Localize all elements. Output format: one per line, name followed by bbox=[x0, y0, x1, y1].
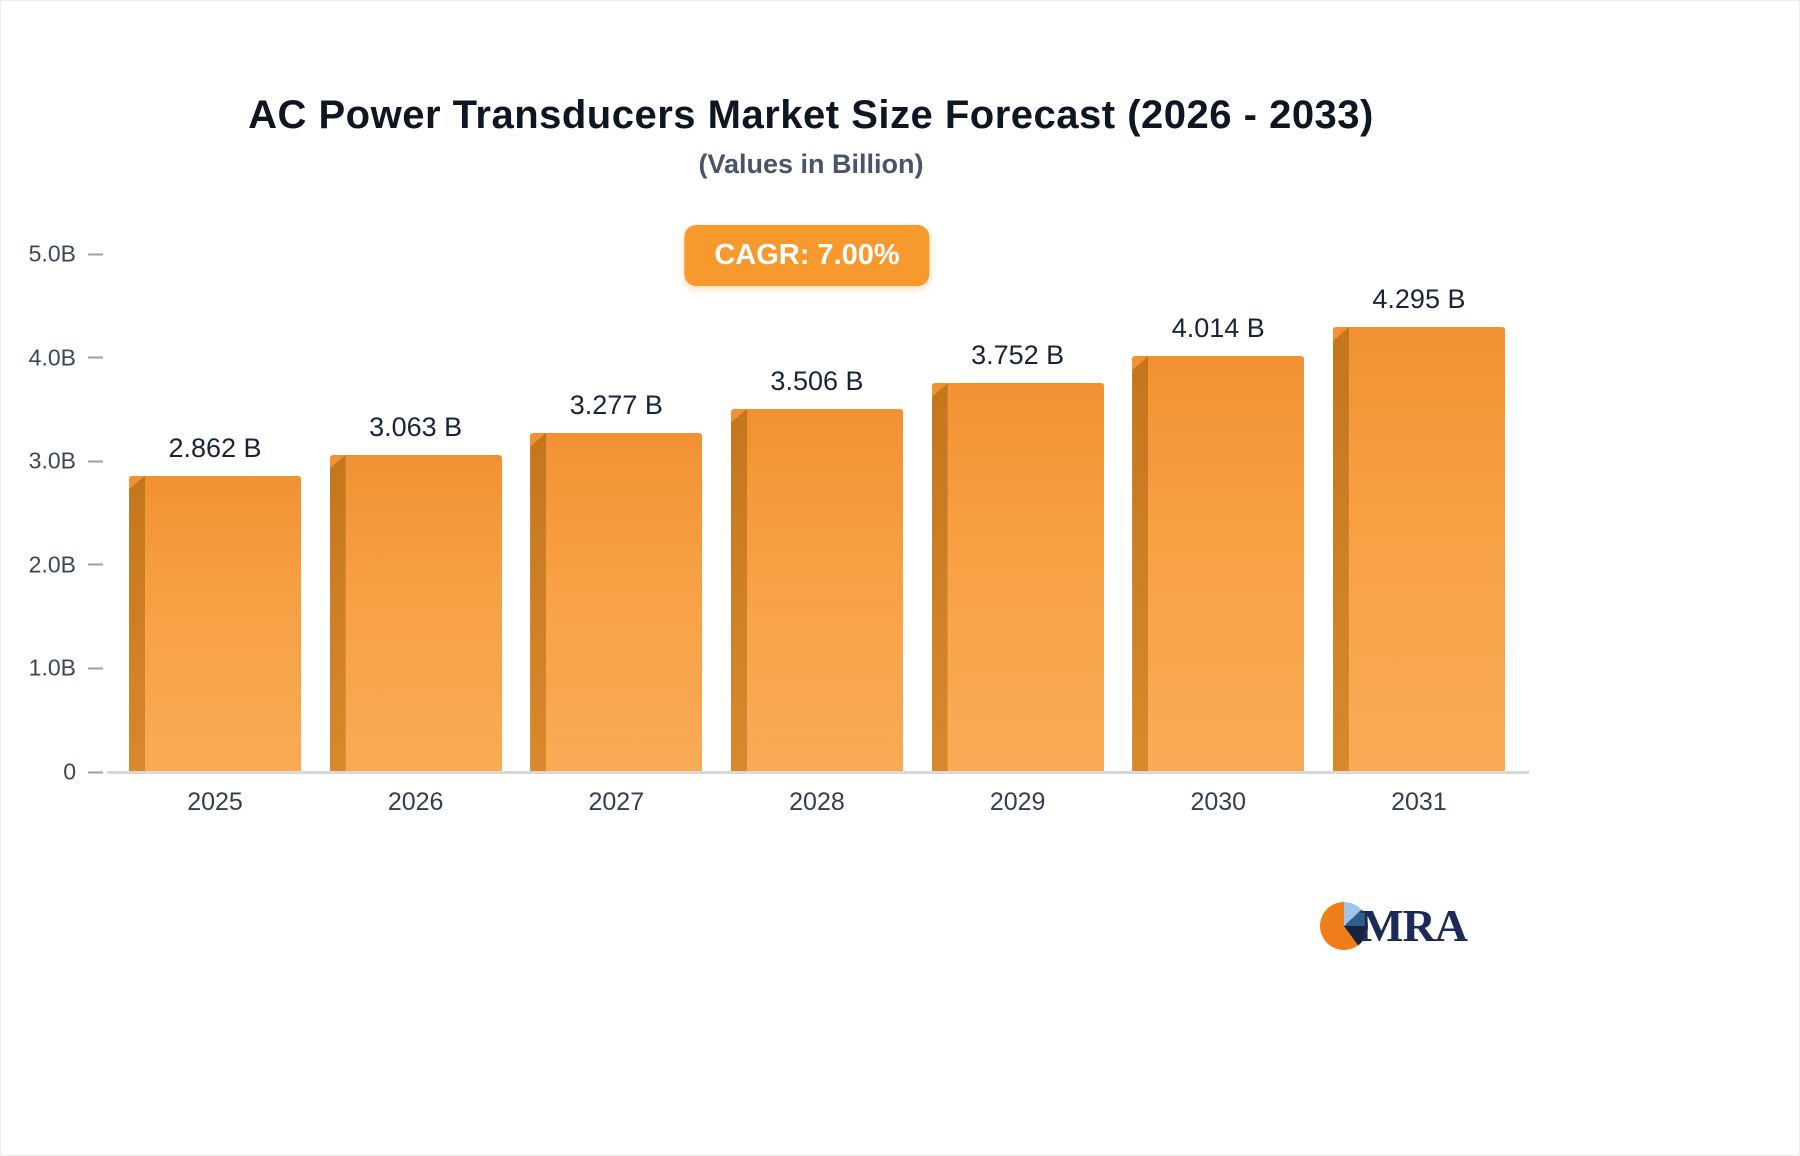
bar-group: 4.014 B 2030 bbox=[1132, 254, 1305, 816]
y-axis-tick-mark bbox=[88, 771, 103, 773]
chart-title: AC Power Transducers Market Size Forecas… bbox=[248, 93, 1374, 137]
bar bbox=[530, 432, 703, 772]
logo-pie-icon bbox=[1320, 901, 1369, 950]
x-axis-category-label: 2027 bbox=[588, 788, 645, 816]
y-axis-tick: 1.0B bbox=[29, 655, 103, 682]
bar-group: 3.277 B 2027 bbox=[530, 254, 703, 816]
y-axis-tick: 4.0B bbox=[29, 344, 103, 371]
y-axis-tick-label: 3.0B bbox=[28, 447, 76, 474]
y-axis-tick-label: 1.0B bbox=[28, 654, 76, 681]
y-axis-tick-mark bbox=[88, 253, 103, 255]
y-axis-tick-mark bbox=[88, 667, 103, 670]
bar-group: 3.506 B 2028 bbox=[730, 254, 903, 816]
plot-area: 2.862 B 2025 3.063 B 2026 3.277 B 2027 3.506 B… bbox=[113, 254, 1521, 816]
bar-value-label: 4.295 B bbox=[1372, 284, 1466, 315]
bar-value-label: 3.277 B bbox=[569, 389, 663, 420]
bar bbox=[730, 408, 903, 772]
y-axis-tick: 0 bbox=[63, 759, 103, 786]
bar-group: 3.063 B 2026 bbox=[329, 254, 502, 816]
x-axis-category-label: 2030 bbox=[1190, 788, 1247, 816]
bar-group: 3.752 B 2029 bbox=[931, 254, 1104, 816]
bar-group: 2.862 B 2025 bbox=[129, 254, 301, 816]
y-axis-tick-mark bbox=[88, 460, 103, 463]
chart-area: 2.862 B 2025 3.063 B 2026 3.277 B 2027 3.506 B… bbox=[29, 241, 1529, 816]
bar bbox=[129, 475, 301, 772]
bar bbox=[1332, 327, 1505, 772]
y-axis-tick-label: 0 bbox=[63, 758, 76, 785]
y-axis-tick-label: 2.0B bbox=[28, 551, 76, 578]
brand-logo: MRA bbox=[1320, 899, 1468, 952]
x-axis-category-label: 2028 bbox=[789, 788, 845, 816]
bar bbox=[1132, 356, 1305, 772]
bar-value-label: 4.014 B bbox=[1171, 313, 1265, 344]
y-axis-tick: 3.0B bbox=[29, 448, 103, 475]
bar bbox=[931, 383, 1104, 772]
y-axis-tick: 5.0B bbox=[29, 241, 103, 268]
y-axis-tick: 2.0B bbox=[29, 551, 103, 578]
x-axis-line bbox=[107, 771, 1529, 774]
logo-text: MRA bbox=[1360, 900, 1468, 951]
x-axis-category-label: 2026 bbox=[387, 788, 444, 816]
bar-value-label: 3.063 B bbox=[369, 411, 463, 442]
bar-value-label: 3.506 B bbox=[770, 365, 864, 396]
y-axis-tick-mark bbox=[88, 563, 103, 566]
bar-value-label: 3.752 B bbox=[971, 340, 1065, 371]
y-axis-tick-label: 4.0B bbox=[28, 344, 76, 371]
x-axis-category-label: 2031 bbox=[1391, 788, 1447, 816]
bar-value-label: 2.862 B bbox=[168, 432, 262, 463]
x-axis-category-label: 2025 bbox=[187, 788, 243, 816]
bar-group: 4.295 B 2031 bbox=[1332, 254, 1505, 816]
bar bbox=[329, 454, 502, 772]
y-axis-tick-mark bbox=[88, 356, 103, 359]
chart-subtitle: (Values in Billion) bbox=[698, 149, 924, 179]
cagr-badge: CAGR: 7.00% bbox=[684, 225, 930, 286]
y-axis-tick-label: 5.0B bbox=[28, 240, 76, 267]
x-axis-category-label: 2029 bbox=[989, 788, 1046, 816]
